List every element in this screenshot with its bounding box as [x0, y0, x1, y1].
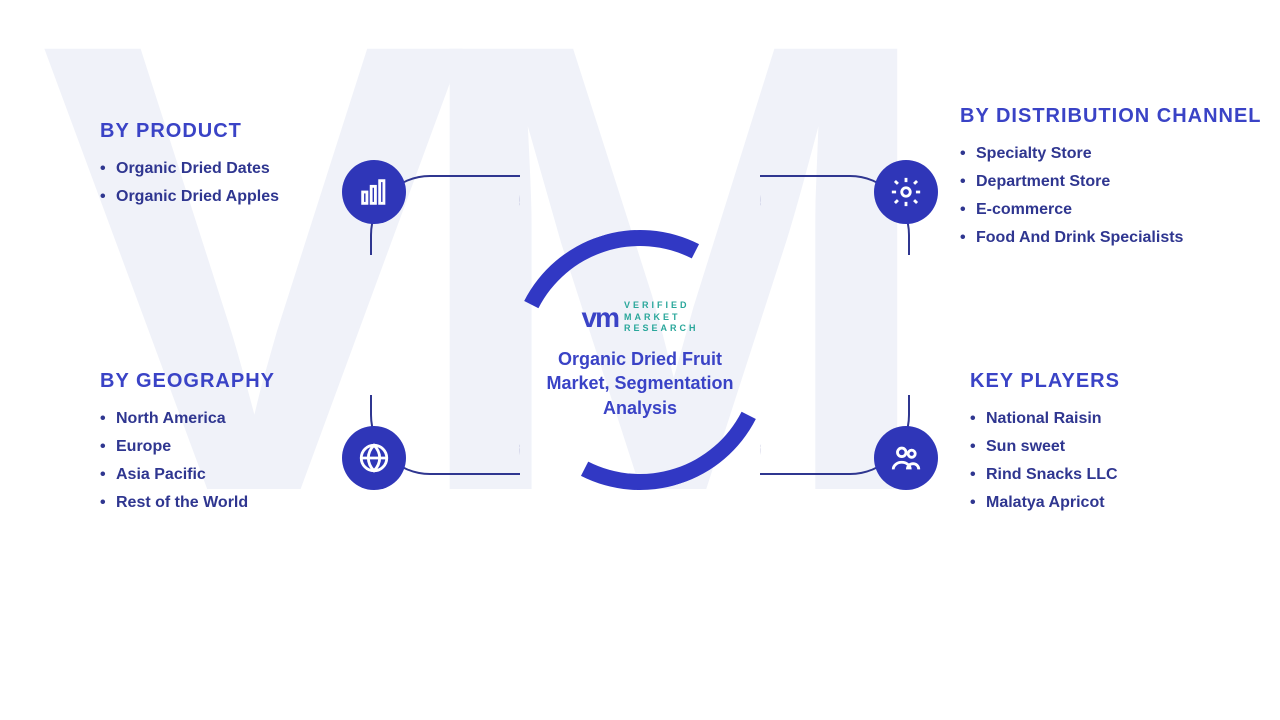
- list-item: Food And Drink Specialists: [960, 224, 1270, 252]
- list-item: Asia Pacific: [100, 461, 410, 489]
- list-item: E-commerce: [960, 196, 1270, 224]
- section-list: National RaisinSun sweetRind Snacks LLCM…: [970, 405, 1280, 517]
- section-title: KEY PLAYERS: [970, 370, 1280, 393]
- list-item: Specialty Store: [960, 140, 1270, 168]
- section-list: Specialty StoreDepartment StoreE-commerc…: [960, 140, 1270, 252]
- people-icon: [874, 426, 938, 490]
- section-list: North AmericaEuropeAsia PacificRest of t…: [100, 405, 410, 517]
- logo-mark: vm: [582, 302, 618, 334]
- section-geography: BY GEOGRAPHY North AmericaEuropeAsia Pac…: [100, 370, 410, 517]
- list-item: North America: [100, 405, 410, 433]
- list-item: National Raisin: [970, 405, 1280, 433]
- list-item: Rind Snacks LLC: [970, 461, 1280, 489]
- logo-text: VERIFIED MARKET RESEARCH: [624, 300, 699, 335]
- section-list: Organic Dried DatesOrganic Dried Apples: [100, 155, 410, 211]
- section-product: BY PRODUCT Organic Dried DatesOrganic Dr…: [100, 120, 410, 211]
- section-title: BY GEOGRAPHY: [100, 370, 410, 393]
- brand-logo: vm VERIFIED MARKET RESEARCH: [540, 300, 740, 335]
- section-title: BY DISTRIBUTION CHANNEL: [960, 105, 1270, 128]
- logo-line1: VERIFIED: [624, 300, 690, 310]
- section-distribution: BY DISTRIBUTION CHANNEL Specialty StoreD…: [960, 105, 1270, 252]
- logo-line3: RESEARCH: [624, 323, 699, 333]
- gear-icon: [874, 160, 938, 224]
- list-item: Department Store: [960, 168, 1270, 196]
- diagram-stage: vm VERIFIED MARKET RESEARCH Organic Drie…: [0, 0, 1280, 720]
- list-item: Organic Dried Apples: [100, 183, 410, 211]
- logo-line2: MARKET: [624, 312, 681, 322]
- list-item: Rest of the World: [100, 489, 410, 517]
- list-item: Europe: [100, 433, 410, 461]
- list-item: Sun sweet: [970, 433, 1280, 461]
- list-item: Organic Dried Dates: [100, 155, 410, 183]
- center-hub: vm VERIFIED MARKET RESEARCH Organic Drie…: [510, 230, 770, 490]
- section-players: KEY PLAYERS National RaisinSun sweetRind…: [970, 370, 1280, 517]
- list-item: Malatya Apricot: [970, 489, 1280, 517]
- hub-title: Organic Dried Fruit Market, Segmentation…: [540, 347, 740, 420]
- section-title: BY PRODUCT: [100, 120, 410, 143]
- hub-content: vm VERIFIED MARKET RESEARCH Organic Drie…: [540, 300, 740, 420]
